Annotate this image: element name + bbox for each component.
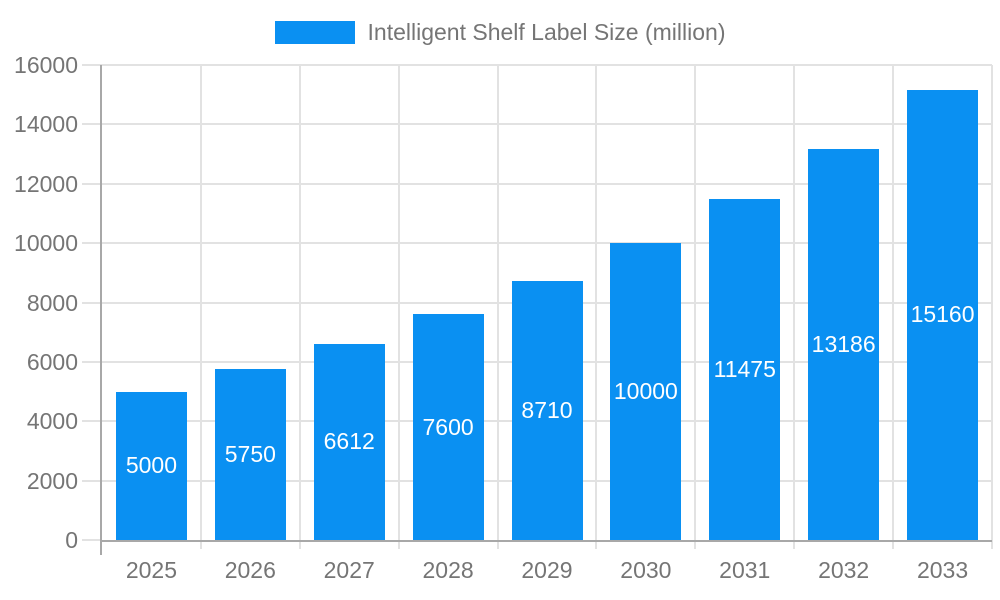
bar-2032[interactable]: 13186 — [808, 148, 880, 540]
y-axis-line — [100, 65, 102, 555]
x-tick-label: 2032 — [818, 557, 870, 583]
y-tick-label: 4000 — [26, 408, 78, 435]
y-tick-label: 10000 — [14, 230, 78, 257]
x-gridline — [496, 65, 499, 549]
y-gridline — [82, 64, 992, 66]
y-tick-label: 14000 — [14, 111, 78, 138]
x-tick-label: 2033 — [916, 557, 969, 583]
x-tick-label: 2027 — [323, 557, 375, 583]
legend-label: Intelligent Shelf Label Size (million) — [367, 19, 726, 45]
bar-value-label: 5750 — [224, 441, 276, 468]
y-tick-label: 16000 — [14, 52, 78, 78]
plot-area: 0 2000 4000 6000 8000 10000 12000 14000 16000 500… — [14, 52, 993, 583]
x-gridline — [298, 65, 301, 549]
bar-value-label: 5000 — [125, 452, 178, 479]
bar-2033[interactable]: 15160 — [907, 89, 979, 540]
bar-value-label: 8710 — [521, 397, 573, 424]
x-gridline — [595, 65, 598, 549]
bar-value-label: 7600 — [422, 413, 474, 440]
bar-value-label: 6612 — [323, 428, 375, 455]
legend-color-swatch-icon — [274, 20, 355, 44]
bar-2030[interactable]: 10000 — [610, 243, 682, 540]
bar-2028[interactable]: 7600 — [412, 314, 484, 540]
x-tick-label: 2028 — [422, 557, 474, 583]
x-axis-line — [100, 540, 992, 542]
bar-2027[interactable]: 6612 — [313, 343, 385, 540]
y-gridline — [82, 123, 992, 126]
y-tick-label: 2000 — [26, 467, 78, 494]
bar-2025[interactable]: 5000 — [115, 391, 187, 540]
y-tick-label: 12000 — [14, 170, 78, 197]
bar-2031[interactable]: 11475 — [709, 199, 781, 540]
bar-value-label: 15160 — [910, 301, 975, 328]
x-gridline — [694, 65, 697, 549]
bar-2029[interactable]: 8710 — [511, 281, 583, 540]
x-gridline — [793, 65, 796, 549]
bar-value-label: 11475 — [713, 356, 776, 383]
x-tick-label: 2029 — [521, 557, 573, 583]
bar-value-label: 13186 — [811, 330, 876, 357]
y-tick — [82, 539, 102, 541]
y-tick-label: 0 — [65, 527, 78, 553]
x-gridline — [397, 65, 400, 549]
x-gridline — [892, 65, 895, 549]
bar-2026[interactable]: 5750 — [214, 369, 286, 540]
legend: Intelligent Shelf Label Size (million) — [0, 18, 1000, 46]
x-tick-label: 2031 — [719, 557, 771, 583]
x-gridline — [991, 65, 993, 549]
y-gridline — [82, 182, 992, 185]
x-tick-label: 2026 — [224, 557, 276, 583]
y-gridline — [82, 242, 992, 245]
y-tick-label: 6000 — [26, 348, 78, 375]
legend-item[interactable]: Intelligent Shelf Label Size (million) — [274, 18, 726, 46]
bar-value-label: 10000 — [613, 378, 678, 405]
y-tick-label: 8000 — [26, 289, 78, 316]
x-gridline — [199, 65, 202, 549]
x-tick-label: 2030 — [620, 557, 672, 583]
x-tick-label: 2025 — [125, 557, 178, 583]
